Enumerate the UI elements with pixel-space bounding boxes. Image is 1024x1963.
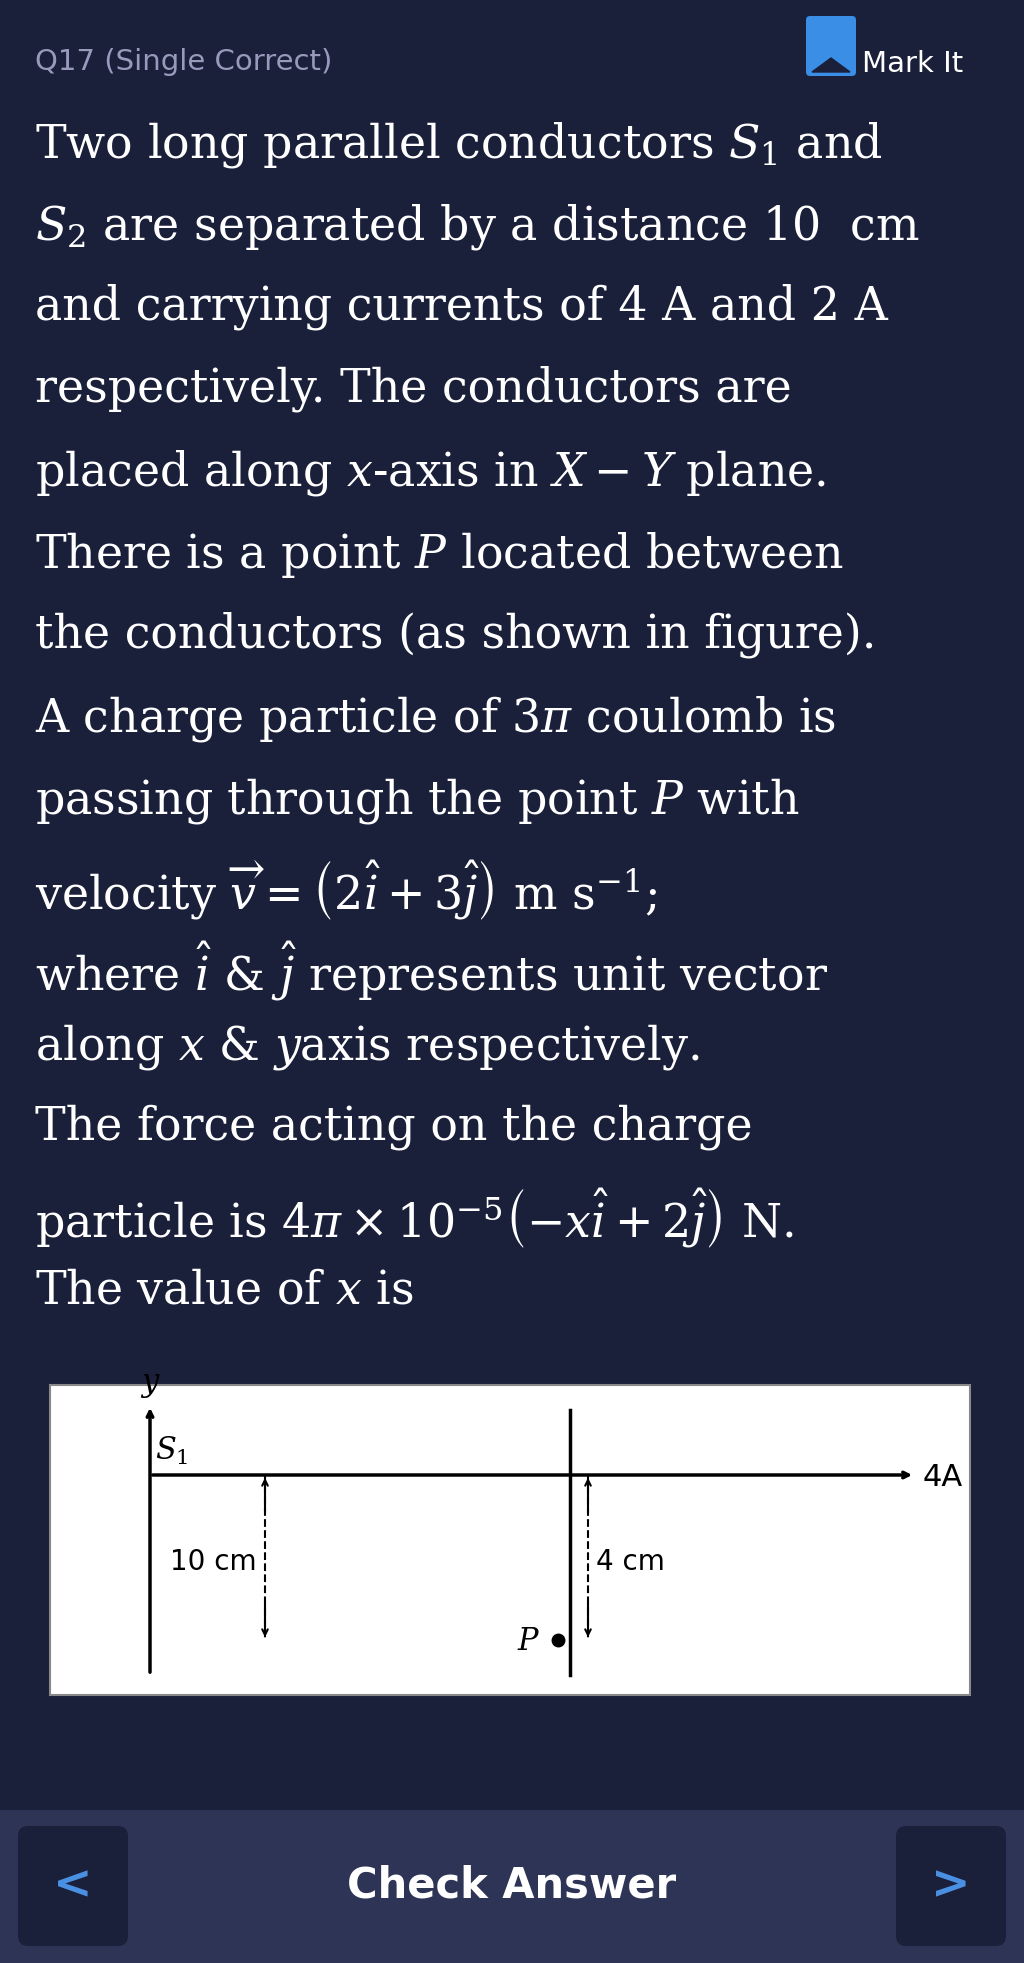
Text: and carrying currents of 4 A and 2 A: and carrying currents of 4 A and 2 A [35, 285, 888, 330]
Polygon shape [812, 59, 850, 73]
Text: Mark It: Mark It [862, 49, 964, 79]
Text: velocity $\overrightarrow{v} = \left(2\hat{i} + 3\hat{j}\right)$ m s$^{-1}$;: velocity $\overrightarrow{v} = \left(2\h… [35, 858, 657, 923]
Text: >: > [931, 1863, 971, 1908]
Text: $S_1$: $S_1$ [155, 1435, 188, 1466]
Text: Check Answer: Check Answer [347, 1865, 677, 1906]
FancyBboxPatch shape [18, 1826, 128, 1945]
Text: $P$: $P$ [516, 1627, 540, 1657]
Text: The force acting on the charge: The force acting on the charge [35, 1103, 753, 1150]
FancyBboxPatch shape [806, 16, 856, 77]
Text: along $x$ & $y$axis respectively.: along $x$ & $y$axis respectively. [35, 1023, 700, 1072]
Text: <: < [53, 1863, 93, 1908]
Text: The value of $x$ is: The value of $x$ is [35, 1268, 414, 1313]
Text: $y$: $y$ [139, 1370, 161, 1400]
Text: respectively. The conductors are: respectively. The conductors are [35, 365, 792, 412]
Text: There is a point $P$ located between: There is a point $P$ located between [35, 530, 844, 579]
Text: 4A: 4A [923, 1462, 964, 1492]
Bar [50, 1386, 970, 1694]
Text: A charge particle of $3\pi$ coulomb is: A charge particle of $3\pi$ coulomb is [35, 695, 836, 744]
Text: passing through the point $P$ with: passing through the point $P$ with [35, 775, 800, 826]
Text: $S_2$ are separated by a distance 10  cm: $S_2$ are separated by a distance 10 cm [35, 202, 920, 251]
Text: particle is $4\pi \times 10^{-5}\left(-x\hat{i} + 2\hat{j}\right)$ N.: particle is $4\pi \times 10^{-5}\left(-x… [35, 1186, 794, 1250]
Text: Two long parallel conductors $S_1$ and: Two long parallel conductors $S_1$ and [35, 120, 883, 171]
Text: 4 cm: 4 cm [596, 1549, 665, 1576]
Bar [0, 1810, 1024, 1963]
FancyBboxPatch shape [896, 1826, 1006, 1945]
Text: where $\hat{i}$ & $\hat{j}$ represents unit vector: where $\hat{i}$ & $\hat{j}$ represents u… [35, 940, 828, 1003]
Text: 10 cm: 10 cm [170, 1549, 257, 1576]
Text: Q17 (Single Correct): Q17 (Single Correct) [35, 47, 333, 77]
Text: placed along $x$-axis in $X - Y$ plane.: placed along $x$-axis in $X - Y$ plane. [35, 448, 826, 499]
Text: the conductors (as shown in figure).: the conductors (as shown in figure). [35, 612, 877, 658]
